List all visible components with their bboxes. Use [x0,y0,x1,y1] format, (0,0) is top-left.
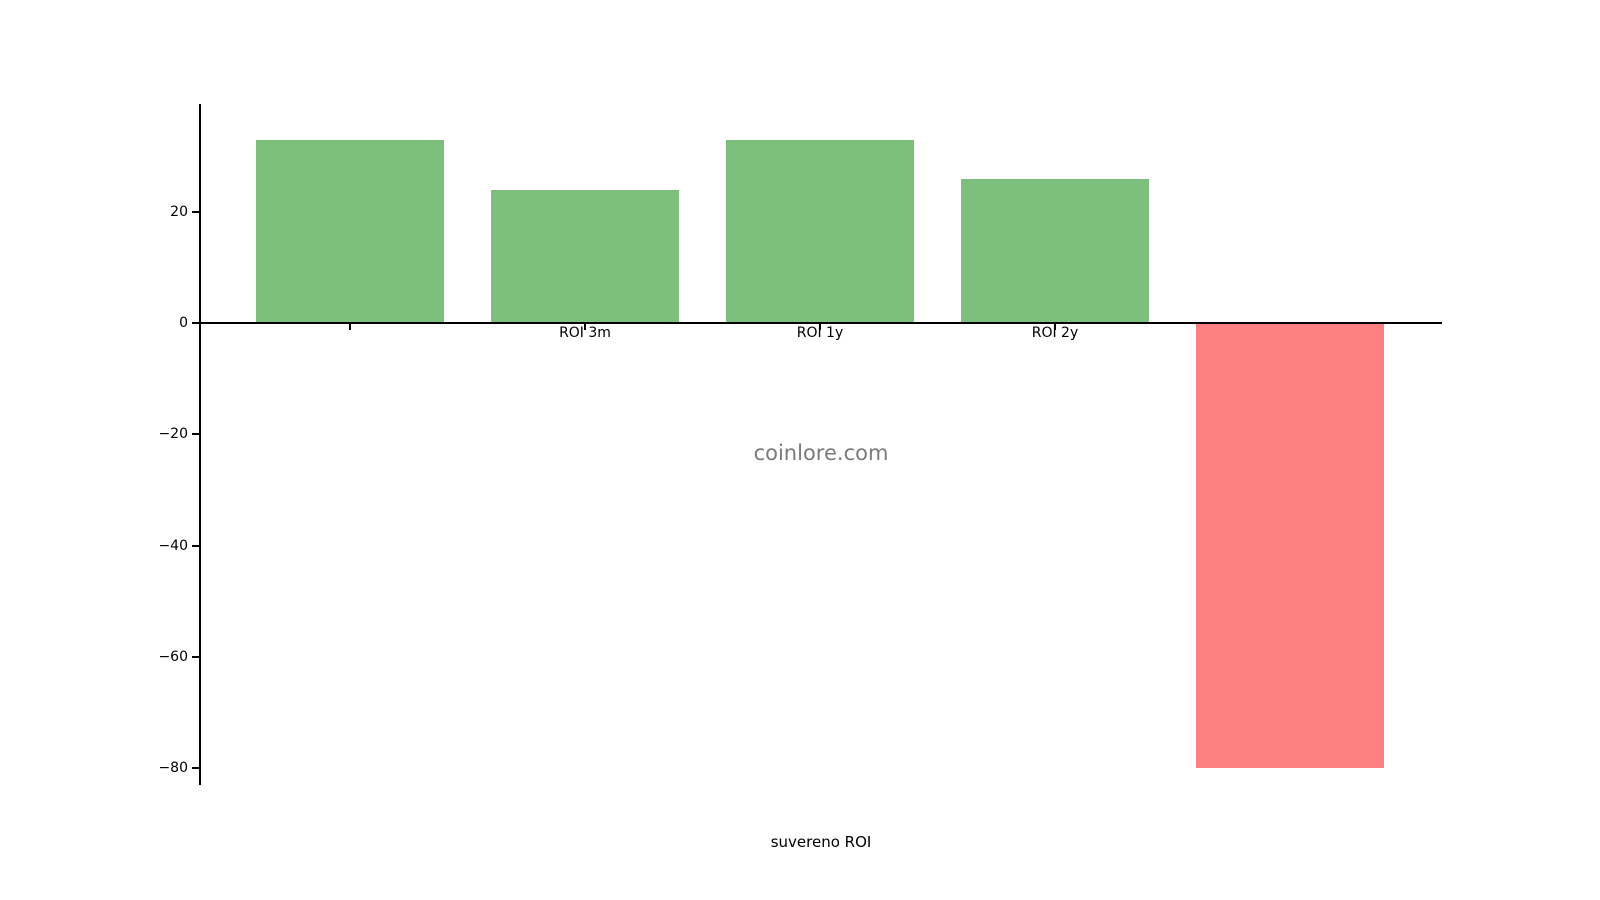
x-axis-spine [199,322,1442,325]
bar [491,189,679,324]
y-tick [192,322,199,325]
bar [1196,323,1384,769]
bar [961,178,1149,324]
chart-title: suvereno ROI [770,833,872,851]
x-tick-label: ROI 2y [1031,325,1079,342]
x-tick [584,323,586,331]
watermark: coinlore.com [753,441,889,465]
x-tick [819,323,821,331]
x-tick [1054,323,1056,331]
y-tick-label: −20 [158,426,188,443]
y-tick-label: −40 [158,537,188,554]
y-tick [192,767,199,770]
x-tick-label: ROI 1y [796,325,844,342]
y-axis-spine [199,104,201,785]
bar [726,139,914,324]
y-tick-label: −60 [158,649,188,666]
y-tick-label: −80 [158,760,188,777]
y-tick-label: 0 [179,315,188,332]
x-tick [349,323,351,331]
y-tick [192,656,199,659]
bar [256,139,444,324]
y-tick [192,433,199,436]
y-tick [192,544,199,547]
x-tick-label: ROI 3m [559,325,611,342]
y-tick-label: 20 [170,203,188,220]
y-tick [192,210,199,213]
